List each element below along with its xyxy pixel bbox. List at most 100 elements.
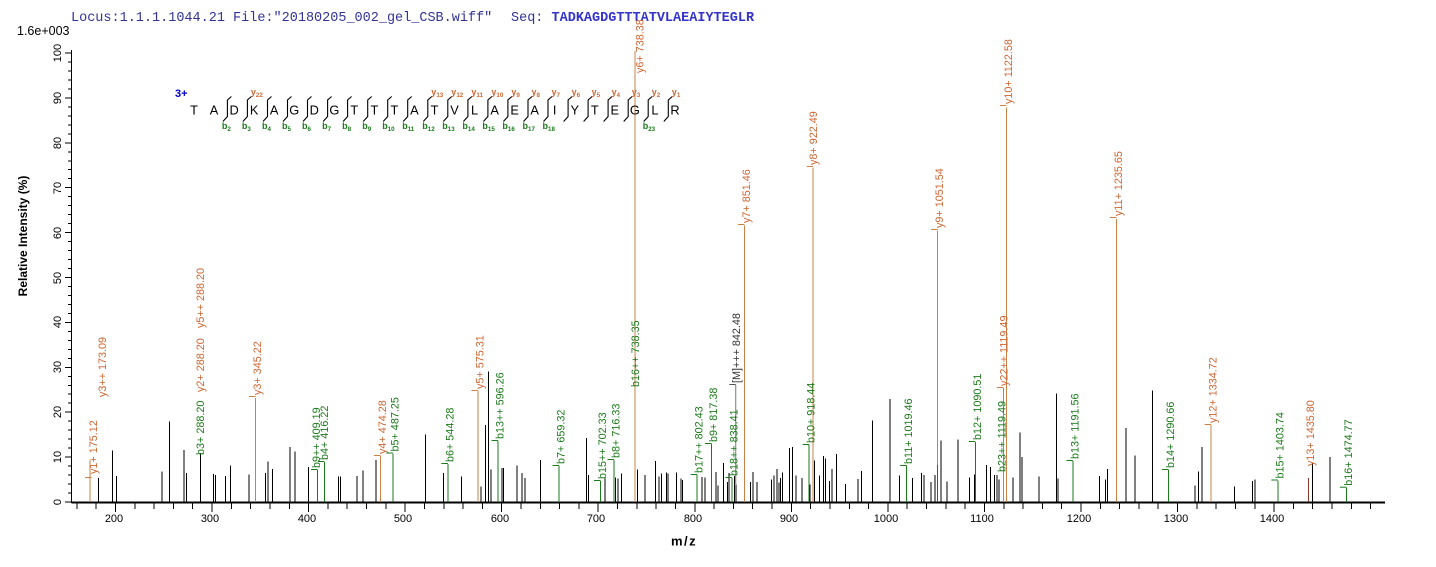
svg-text:D: D [310, 102, 319, 117]
svg-text:Seq: TADKAGDGTTTATVLAEAIYTEGLR: Seq: TADKAGDGTTTATVLAEAIYTEGLR [511, 11, 755, 26]
svg-text:b17++ 802.43: b17++ 802.43 [694, 406, 706, 473]
svg-text:1300: 1300 [1164, 513, 1188, 525]
svg-text:y6: y6 [572, 87, 581, 99]
svg-text:K: K [250, 102, 259, 117]
svg-text:b6: b6 [302, 121, 312, 133]
svg-text:G: G [329, 102, 339, 117]
svg-text:500: 500 [394, 513, 412, 525]
svg-text:b10+ 918.44: b10+ 918.44 [806, 383, 818, 443]
svg-text:y3+ 345.22: y3+ 345.22 [252, 341, 264, 395]
svg-text:D: D [229, 102, 238, 117]
svg-text:G: G [289, 102, 299, 117]
svg-text:30: 30 [52, 361, 64, 373]
svg-text:y10+ 1122.58: y10+ 1122.58 [1003, 39, 1015, 104]
svg-text:R: R [670, 102, 679, 117]
svg-text:y5: y5 [592, 87, 601, 99]
svg-text:b23: b23 [643, 121, 656, 133]
svg-text:b2: b2 [222, 121, 232, 133]
svg-text:50: 50 [52, 272, 64, 284]
svg-text:b4+ 416.22: b4+ 416.22 [319, 406, 331, 460]
svg-text:Y: Y [571, 102, 580, 117]
svg-text:200: 200 [105, 513, 123, 525]
svg-text:b10: b10 [382, 121, 395, 133]
svg-text:b14+ 1290.66: b14+ 1290.66 [1165, 402, 1177, 468]
svg-text:b16++ 738.35: b16++ 738.35 [630, 320, 642, 387]
svg-text:b8: b8 [342, 121, 352, 133]
svg-text:y12+ 1334.72: y12+ 1334.72 [1208, 357, 1220, 423]
svg-text:Locus:1.1.1.1044.21 File:"2018: Locus:1.1.1.1044.21 File:"20180205_002_g… [71, 11, 492, 26]
svg-text:y22++ 1119.49: y22++ 1119.49 [999, 316, 1011, 386]
svg-text:b14: b14 [462, 121, 475, 133]
svg-text:b18++ 838.41: b18++ 838.41 [728, 409, 740, 476]
svg-text:G: G [630, 102, 640, 117]
svg-text:800: 800 [684, 513, 702, 525]
svg-text:900: 900 [780, 513, 798, 525]
svg-text:y4: y4 [612, 87, 621, 99]
svg-text:b17: b17 [523, 121, 536, 133]
svg-text:y7+ 851.46: y7+ 851.46 [741, 169, 753, 223]
svg-text:b13++ 596.26: b13++ 596.26 [495, 372, 507, 439]
svg-text:y10: y10 [491, 87, 503, 99]
svg-text:y9+ 1051.54: y9+ 1051.54 [934, 168, 946, 228]
svg-text:0: 0 [52, 499, 64, 505]
svg-text:b5+ 487.25: b5+ 487.25 [389, 397, 401, 451]
svg-text:b8+ 716.33: b8+ 716.33 [611, 404, 623, 458]
svg-text:1000: 1000 [874, 513, 898, 525]
svg-text:b23++ 1119.49: b23++ 1119.49 [996, 401, 1008, 472]
svg-text:1.6e+003: 1.6e+003 [17, 24, 70, 38]
svg-text:b12+ 1090.51: b12+ 1090.51 [972, 374, 984, 440]
svg-text:T: T [350, 102, 358, 117]
svg-text:y11+ 1235.65: y11+ 1235.65 [1113, 151, 1125, 216]
svg-text:A: A [490, 102, 499, 117]
svg-text:y11: y11 [471, 87, 483, 99]
svg-text:T: T [431, 102, 439, 117]
svg-text:60: 60 [52, 227, 64, 239]
svg-text:b16: b16 [502, 121, 515, 133]
svg-text:L: L [471, 102, 478, 117]
svg-text:1400: 1400 [1260, 513, 1284, 525]
svg-text:y12: y12 [451, 87, 463, 99]
svg-text:y13: y13 [431, 87, 443, 99]
svg-text:600: 600 [491, 513, 509, 525]
svg-text:y1: y1 [672, 87, 681, 99]
svg-text:700: 700 [587, 513, 605, 525]
svg-text:E: E [611, 102, 620, 117]
svg-text:A: A [410, 102, 419, 117]
svg-text:y1+ 175.12: y1+ 175.12 [88, 420, 100, 474]
svg-text:20: 20 [52, 406, 64, 418]
svg-text:L: L [651, 102, 658, 117]
svg-text:T: T [190, 102, 198, 117]
svg-text:b15+ 1403.74: b15+ 1403.74 [1274, 412, 1286, 478]
svg-text:b9: b9 [362, 121, 372, 133]
svg-text:m/z: m/z [671, 534, 697, 549]
svg-text:1200: 1200 [1067, 513, 1091, 525]
svg-text:y3: y3 [632, 87, 641, 99]
svg-text:b5: b5 [282, 121, 292, 133]
svg-text:b16+ 1474.77: b16+ 1474.77 [1343, 419, 1355, 485]
svg-text:T: T [390, 102, 398, 117]
svg-text:y2+ 288.20: y2+ 288.20 [195, 338, 207, 392]
svg-text:y5++ 288.20: y5++ 288.20 [195, 268, 207, 328]
svg-text:A: A [270, 102, 279, 117]
svg-text:b6+ 544.28: b6+ 544.28 [444, 408, 456, 462]
svg-text:b3+ 288.20: b3+ 288.20 [195, 401, 207, 455]
svg-text:1100: 1100 [970, 513, 994, 525]
svg-text:b4: b4 [262, 121, 272, 133]
svg-text:T: T [370, 102, 378, 117]
svg-text:b9++ 409.19: b9++ 409.19 [311, 407, 323, 468]
svg-text:b7+ 659.32: b7+ 659.32 [556, 410, 568, 464]
svg-text:40: 40 [52, 316, 64, 328]
svg-text:y6+ 738.38: y6+ 738.38 [634, 19, 646, 73]
svg-text:y2: y2 [652, 87, 661, 99]
svg-text:b13+ 1191.56: b13+ 1191.56 [1069, 393, 1081, 459]
svg-text:y9: y9 [511, 87, 520, 99]
svg-text:E: E [510, 102, 519, 117]
svg-text:100: 100 [52, 44, 64, 62]
svg-text:y8+ 922.49: y8+ 922.49 [808, 111, 820, 165]
svg-text:[M]+++ 842.48: [M]+++ 842.48 [731, 313, 743, 383]
svg-text:A: A [210, 102, 219, 117]
svg-text:b11+ 1019.46: b11+ 1019.46 [903, 398, 915, 464]
svg-text:3+: 3+ [175, 88, 188, 100]
svg-text:T: T [591, 102, 599, 117]
svg-text:300: 300 [201, 513, 219, 525]
